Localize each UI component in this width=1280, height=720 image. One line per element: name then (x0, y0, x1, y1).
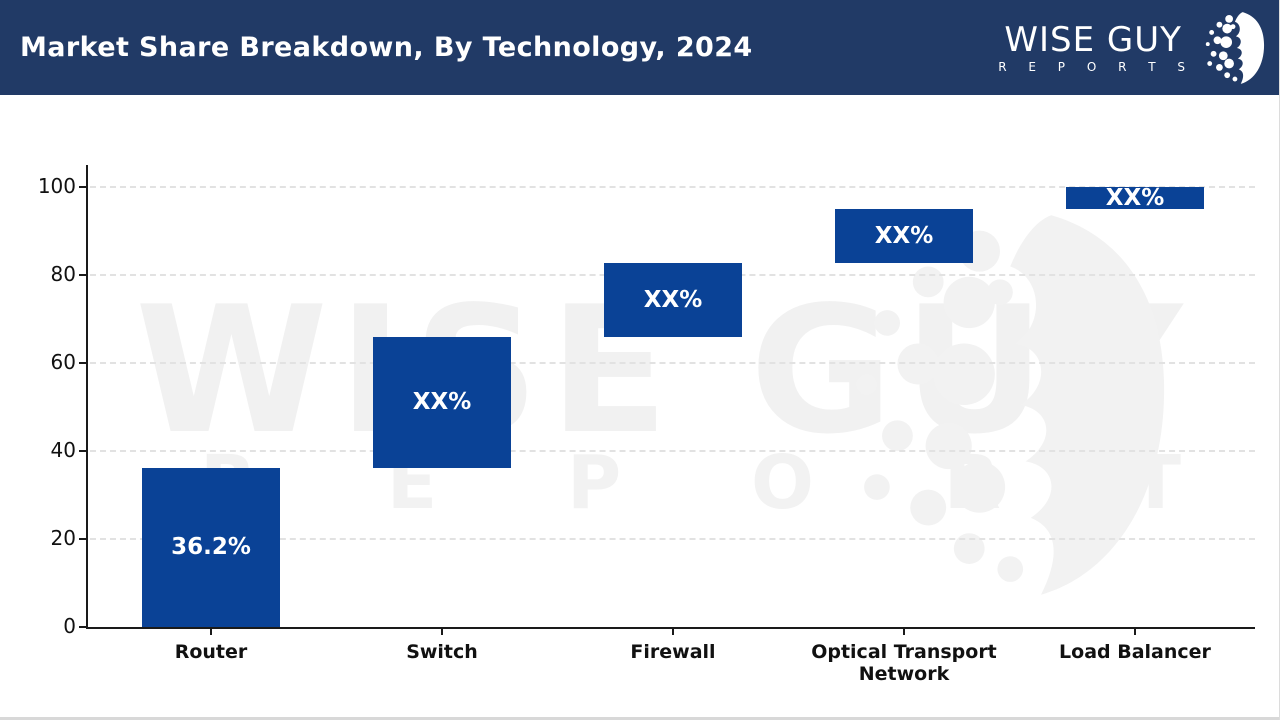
logo-wordmark: WISE GUY (1004, 19, 1182, 60)
y-tick-mark (79, 186, 88, 188)
gridline (90, 450, 1255, 452)
logo-text: WISE GUY R E P O R T S (992, 22, 1194, 74)
bar-segment: XX% (373, 336, 511, 468)
header: Market Share Breakdown, By Technology, 2… (0, 0, 1280, 95)
x-category-label: Firewall (630, 641, 716, 663)
y-axis-line (86, 165, 88, 629)
gridline (90, 186, 1255, 188)
gridline (90, 362, 1255, 364)
logo-face-icon (1205, 11, 1265, 84)
x-category-label: Switch (406, 641, 478, 663)
x-tick-mark (672, 627, 674, 635)
x-tick-mark (210, 627, 212, 635)
chart-area: 0 20 40 60 80 100 36.2% Router XX% Switch XX% Firew… (0, 95, 1280, 717)
x-category-label: Load Balancer (1059, 641, 1211, 663)
x-tick-mark (903, 627, 905, 635)
bar-value-label: XX% (1105, 185, 1165, 211)
bar-segment: XX% (835, 209, 973, 264)
bar-segment: XX% (1066, 185, 1204, 211)
y-tick-label: 100 (37, 174, 76, 198)
y-tick-label: 80 (50, 262, 76, 286)
x-tick-mark (1134, 627, 1136, 635)
y-tick-label: 60 (50, 350, 76, 374)
y-tick-label: 40 (50, 438, 76, 462)
bar-value-label: XX% (412, 389, 472, 416)
y-tick-mark (79, 626, 88, 628)
logo: WISE GUY R E P O R T S (992, 10, 1266, 86)
page-title: Market Share Breakdown, By Technology, 2… (20, 32, 753, 63)
x-tick-mark (441, 627, 443, 635)
bar-segment: XX% (604, 263, 742, 337)
y-tick-mark (79, 274, 88, 276)
x-category-label: Optical Transport Network (811, 641, 997, 685)
bottom-border (0, 717, 1280, 720)
y-tick-mark (79, 450, 88, 452)
y-tick-mark (79, 538, 88, 540)
bar-value-label: 36.2% (171, 534, 251, 561)
y-tick-label: 0 (63, 614, 76, 638)
y-tick-mark (79, 362, 88, 364)
logo-reports: R E P O R T S (998, 59, 1194, 74)
x-category-label: Router (174, 641, 248, 663)
watermark-head-icon (856, 215, 1165, 595)
bar-segment: 36.2% (142, 467, 280, 627)
y-tick-label: 20 (50, 526, 76, 550)
bar-value-label: XX% (874, 223, 934, 250)
bar-value-label: XX% (643, 286, 703, 313)
x-axis-line (86, 627, 1255, 629)
gridline (90, 538, 1255, 540)
